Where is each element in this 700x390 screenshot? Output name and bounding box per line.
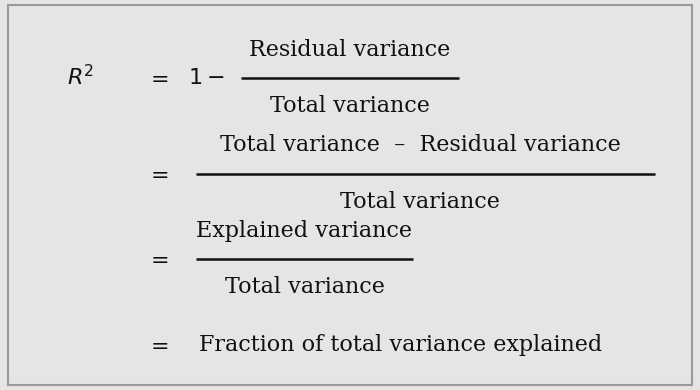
- Text: Total variance  –  Residual variance: Total variance – Residual variance: [220, 135, 620, 156]
- Text: $=$: $=$: [146, 67, 169, 89]
- Text: $=$: $=$: [146, 334, 169, 356]
- Text: Fraction of total variance explained: Fraction of total variance explained: [199, 334, 603, 356]
- Text: $1-$: $1-$: [188, 67, 225, 89]
- Text: $=$: $=$: [146, 248, 169, 270]
- Text: Residual variance: Residual variance: [249, 39, 451, 61]
- Text: $=$: $=$: [146, 163, 169, 184]
- Text: Explained variance: Explained variance: [197, 220, 412, 242]
- Text: Total variance: Total variance: [340, 191, 500, 213]
- Text: Total variance: Total variance: [270, 95, 430, 117]
- Text: $R^2$: $R^2$: [67, 66, 94, 90]
- Text: Total variance: Total variance: [225, 277, 384, 298]
